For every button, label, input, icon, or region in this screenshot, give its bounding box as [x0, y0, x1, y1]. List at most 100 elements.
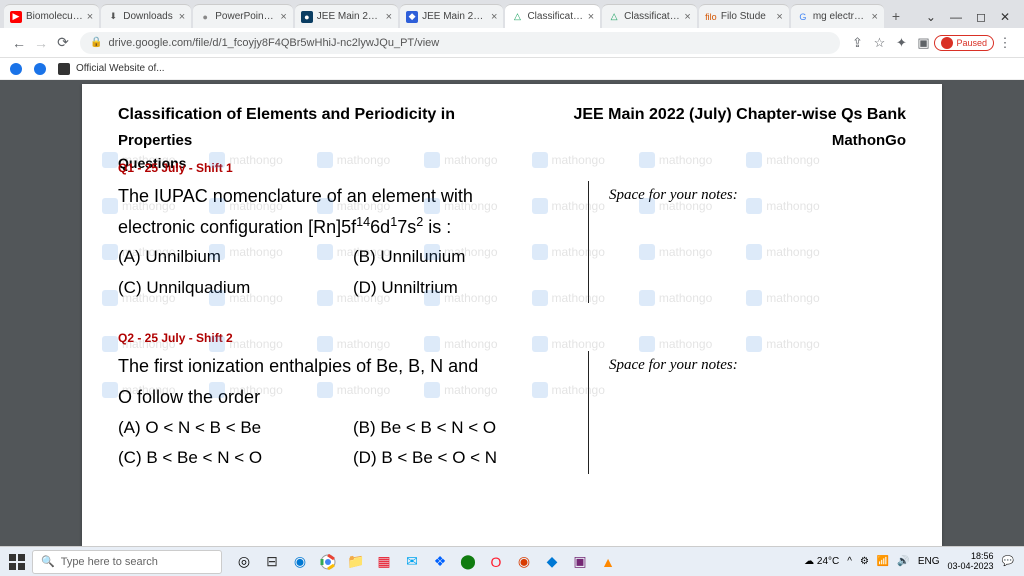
close-tab-icon[interactable]: × — [588, 11, 594, 23]
tab-favicon: ◆ — [406, 11, 418, 23]
taskbar-search[interactable]: 🔍 Type here to search — [32, 550, 222, 574]
window-controls: ⌄ — ◻ ✕ — [906, 10, 1020, 28]
tab-favicon: G — [797, 11, 809, 23]
q2-line2: O follow the order — [118, 382, 588, 413]
doc-header: Classification of Elements and Periodici… — [118, 106, 906, 124]
notifications-icon[interactable]: 💬 — [1002, 556, 1014, 567]
forward-button[interactable]: → — [30, 32, 52, 54]
browser-tab[interactable]: filoFilo Stude× — [699, 4, 789, 28]
doc-title-left: Classification of Elements and Periodici… — [118, 106, 455, 124]
edge-icon[interactable]: ◉ — [290, 552, 310, 572]
chrome-icon[interactable] — [318, 552, 338, 572]
cortana-icon[interactable]: ⊟ — [262, 552, 282, 572]
close-tab-icon[interactable]: × — [776, 11, 782, 23]
close-tab-icon[interactable]: × — [491, 11, 497, 23]
opera-icon[interactable]: O — [486, 552, 506, 572]
profile-avatar-icon — [941, 37, 953, 49]
browser-tab[interactable]: ⬇Downloads× — [101, 4, 191, 28]
browser-tab[interactable]: ● JEE Main 2023 × — [295, 4, 398, 28]
q2-main: The first ionization enthalpies of Be, B… — [118, 351, 588, 473]
tab-label: mg electrons — [813, 11, 868, 22]
bookmark-icon-1[interactable] — [10, 63, 26, 75]
kebab-menu-button[interactable]: ⋮ — [994, 32, 1016, 54]
browser-tab[interactable]: ◆JEE Main 2022× — [400, 4, 503, 28]
explorer-icon[interactable]: 📁 — [346, 552, 366, 572]
share-button[interactable]: ⇪ — [846, 32, 868, 54]
bookmark-official-website[interactable]: Official Website of... — [58, 63, 165, 75]
close-tab-icon[interactable]: × — [280, 11, 286, 23]
q1-opt-a: (A) Unnilbium — [118, 242, 353, 273]
tab-label: PowerPoint Pr — [215, 11, 276, 22]
bookmark-star-button[interactable]: ☆ — [868, 32, 890, 54]
document-page: mathongomathongomathongomathongomathongo… — [82, 84, 942, 546]
reload-button[interactable]: ⟳ — [52, 32, 74, 54]
task-view-icon[interactable]: ◎ — [234, 552, 254, 572]
tray-chevron-icon[interactable]: ^ — [847, 556, 852, 567]
tab-favicon: ● — [301, 11, 313, 23]
taskbar-apps: ◎ ⊟ ◉ 📁 ▦ ✉ ❖ ⬤ O ◉ ◆ ▣ ▲ — [234, 552, 618, 572]
q1-opt-d: (D) Unniltrium — [353, 273, 588, 304]
tab-label: JEE Main 2023 — [317, 11, 382, 22]
bookmarks-bar: Official Website of... — [0, 58, 1024, 80]
windows-taskbar: 🔍 Type here to search ◎ ⊟ ◉ 📁 ▦ ✉ ❖ ⬤ O … — [0, 546, 1024, 576]
browser-tab[interactable]: Gmg electrons× — [791, 4, 884, 28]
tab-favicon: △ — [608, 11, 620, 23]
lock-icon: 🔒 — [90, 37, 102, 48]
app-icon-4[interactable]: ◉ — [514, 552, 534, 572]
q1-line1: The IUPAC nomenclature of an element wit… — [118, 181, 588, 212]
tab-label: Downloads — [123, 11, 175, 22]
q1-options: (A) Unnilbium (B) Unnilunium (C) Unnilqu… — [118, 242, 588, 303]
bookmark-icon-2[interactable] — [34, 63, 50, 75]
q2-options: (A) O < N < B < Be (B) Be < B < N < O (C… — [118, 413, 588, 474]
q2-opt-b: (B) Be < B < N < O — [353, 413, 588, 444]
tab-favicon: ● — [199, 11, 211, 23]
tray-icon-1[interactable]: ⚙ — [860, 556, 869, 567]
system-tray: ☁ 24°C ^ ⚙ 📶 🔊 ENG 18:56 03-04-2023 💬 — [804, 552, 1020, 572]
q1-notes: Space for your notes: — [588, 181, 906, 303]
weather-widget[interactable]: ☁ 24°C — [804, 556, 839, 567]
back-button[interactable]: ← — [8, 32, 30, 54]
paused-label: Paused — [956, 38, 987, 48]
close-window-button[interactable]: ✕ — [1000, 10, 1010, 24]
language-indicator[interactable]: ENG — [918, 556, 940, 567]
tab-label: Biomolecules — [26, 11, 83, 22]
extensions-button[interactable]: ✦ — [890, 32, 912, 54]
tab-label: Filo Stude — [721, 11, 773, 22]
watermark-layer: mathongomathongomathongomathongomathongo… — [82, 84, 942, 546]
close-tab-icon[interactable]: × — [179, 11, 185, 23]
sidepanel-button[interactable]: ▣ — [912, 32, 934, 54]
close-tab-icon[interactable]: × — [871, 11, 877, 23]
app-icon-1[interactable]: ▦ — [374, 552, 394, 572]
browser-tab[interactable]: △Classification× — [602, 4, 697, 28]
volume-icon[interactable]: 🔊 — [897, 556, 909, 567]
vlc-icon[interactable]: ▲ — [598, 552, 618, 572]
q1-opt-c: (C) Unnilquadium — [118, 273, 353, 304]
bookmark-label: Official Website of... — [76, 63, 165, 74]
doc-title-right: JEE Main 2022 (July) Chapter-wise Qs Ban… — [573, 106, 906, 124]
app-icon-6[interactable]: ▣ — [570, 552, 590, 572]
search-placeholder: Type here to search — [61, 556, 158, 568]
tab-favicon: ▶ — [10, 11, 22, 23]
app-icon-2[interactable]: ✉ — [402, 552, 422, 572]
close-tab-icon[interactable]: × — [684, 11, 690, 23]
browser-tab[interactable]: △Classification× — [505, 4, 600, 28]
app-icon-3[interactable]: ⬤ — [458, 552, 478, 572]
q2-block: The first ionization enthalpies of Be, B… — [118, 351, 906, 473]
browser-tab[interactable]: ▶ Biomolecules × — [4, 4, 99, 28]
browser-tab[interactable]: ● PowerPoint Pr × — [193, 4, 293, 28]
start-button[interactable] — [4, 549, 30, 575]
wifi-icon[interactable]: 📶 — [877, 556, 889, 567]
app-icon-5[interactable]: ◆ — [542, 552, 562, 572]
q1-shift: Q1 - 25 July - Shift 1 — [118, 161, 906, 175]
chevron-down-icon[interactable]: ⌄ — [926, 10, 936, 24]
maximize-button[interactable]: ◻ — [976, 10, 986, 24]
clock[interactable]: 18:56 03-04-2023 — [948, 552, 994, 572]
close-tab-icon[interactable]: × — [87, 11, 93, 23]
profile-paused-badge[interactable]: Paused — [934, 35, 994, 51]
url-input[interactable]: 🔒 drive.google.com/file/d/1_fcoyjy8F4QBr… — [80, 32, 840, 54]
minimize-button[interactable]: — — [950, 10, 962, 24]
new-tab-button[interactable]: + — [886, 4, 906, 28]
close-tab-icon[interactable]: × — [386, 11, 392, 23]
dropbox-icon[interactable]: ❖ — [430, 552, 450, 572]
q2-opt-a: (A) O < N < B < Be — [118, 413, 353, 444]
